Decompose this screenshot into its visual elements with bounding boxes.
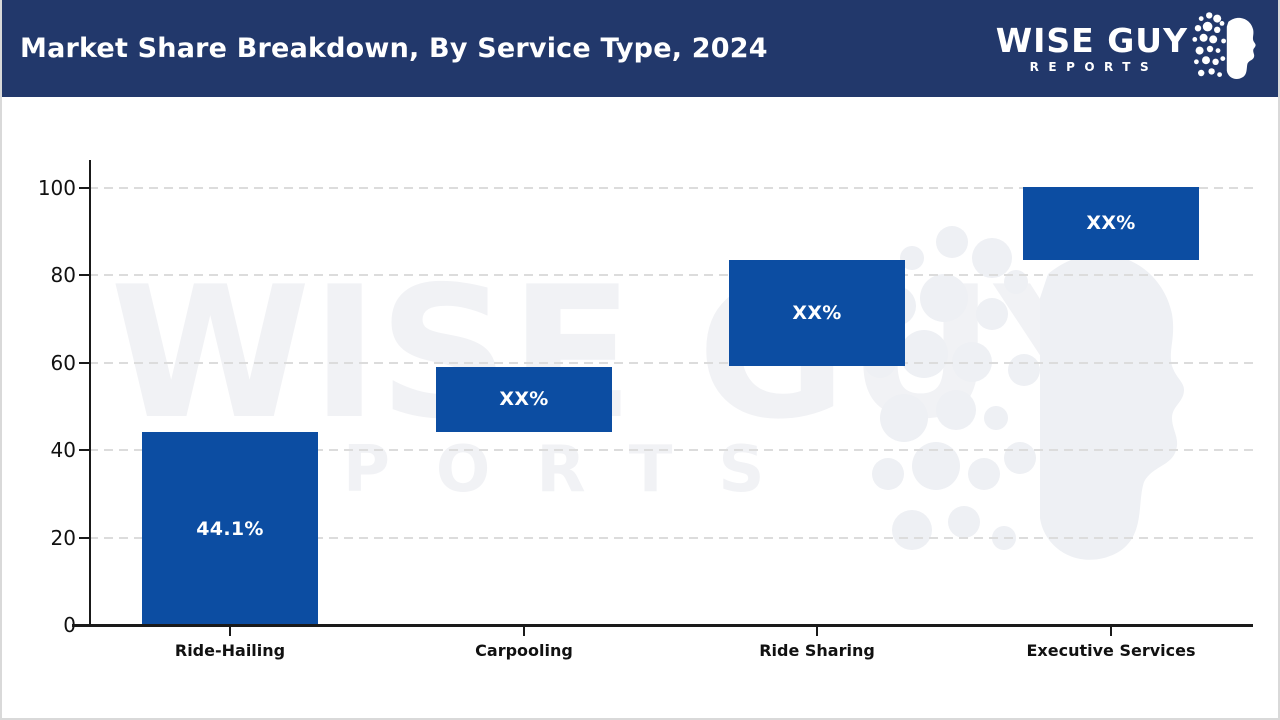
brand-subname: REPORTS [1029, 60, 1159, 74]
bar-executive-services: XX% [1023, 186, 1199, 261]
header: Market Share Breakdown, By Service Type,… [0, 0, 1280, 97]
bar-value-label: XX% [1086, 212, 1136, 235]
y-tick-label-100: 100 [37, 175, 76, 200]
y-axis-line [89, 160, 91, 625]
x-category-label: Ride Sharing [759, 641, 875, 660]
x-tick-4 [1110, 627, 1112, 636]
y-tick-100 [79, 186, 89, 189]
bar-value-label: XX% [499, 388, 549, 411]
brand-logo-text: WISE GUY REPORTS [996, 24, 1188, 73]
y-tick-60 [79, 361, 89, 364]
bar-carpooling: XX% [436, 366, 612, 433]
gridline-y60 [89, 361, 1253, 364]
bar-value-label: 44.1% [196, 517, 264, 540]
gridline-y40 [89, 449, 1253, 451]
y-tick-label-60: 60 [50, 350, 76, 375]
x-tick-1 [229, 627, 231, 636]
brand-face-icon [1192, 11, 1256, 79]
y-tick-label-20: 20 [50, 525, 76, 550]
y-tick-label-80: 80 [50, 263, 76, 287]
gridline-y100 [89, 186, 1253, 189]
gridline-y80 [89, 274, 1253, 276]
bar-ride-hailing: 44.1% [142, 432, 318, 625]
y-tick-40 [79, 449, 89, 451]
y-tick-20 [79, 536, 89, 539]
y-tick-80 [79, 274, 89, 276]
x-tick-2 [523, 627, 525, 636]
chart-title: Market Share Breakdown, By Service Type,… [20, 33, 768, 64]
x-category-label: Executive Services [1026, 641, 1196, 660]
brand-logo: WISE GUY REPORTS [996, 8, 1258, 90]
watermark-face-icon [864, 226, 1184, 560]
y-tick-label-0: 0 [63, 613, 76, 637]
x-category-label: Ride-Hailing [174, 641, 286, 660]
x-tick-3 [816, 627, 818, 636]
x-axis-line [72, 624, 1253, 627]
bar-value-label: XX% [792, 302, 842, 325]
x-category-label: Carpooling [475, 641, 573, 660]
gridline-y20 [89, 536, 1253, 539]
bar-ride-sharing: XX% [729, 260, 905, 366]
y-tick-label-40: 40 [50, 438, 76, 462]
brand-name: WISE GUY [995, 21, 1188, 60]
